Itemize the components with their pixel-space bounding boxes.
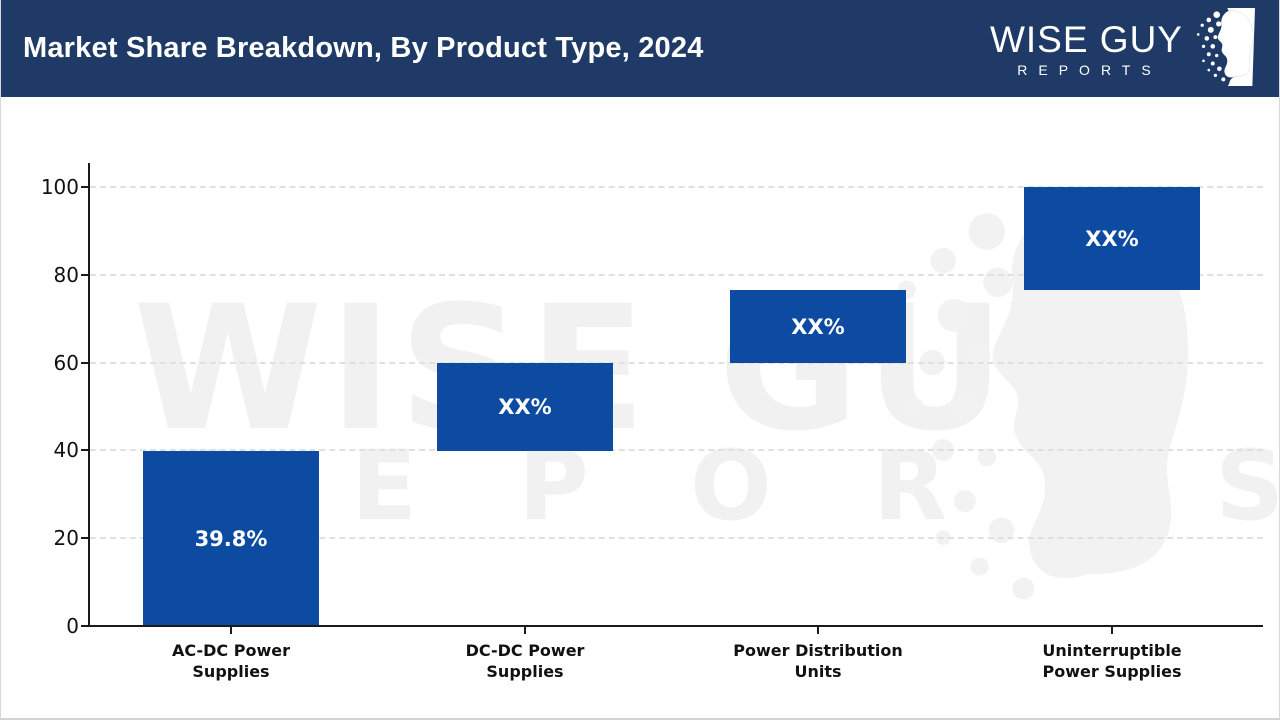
y-tick-mark-100 — [81, 185, 89, 188]
y-tick-mark-0 — [81, 625, 89, 627]
y-tick-label-20: 20 — [53, 526, 79, 551]
bar-3: XX% — [730, 290, 906, 363]
chart-title: Market Share Breakdown, By Product Type,… — [23, 32, 704, 64]
y-tick-label-80: 80 — [53, 262, 79, 287]
x-tick-mark-3 — [817, 627, 819, 634]
brand-subname: REPORTS — [1017, 61, 1162, 78]
brand-logo-text: WISE GUY REPORTS — [989, 18, 1183, 78]
y-tick-label-40: 40 — [53, 438, 79, 463]
gridline-y-40 — [90, 449, 1263, 452]
bar-value-label-2: XX% — [498, 395, 552, 420]
y-axis-line — [88, 163, 90, 626]
category-label-line: AC-DC Power — [172, 641, 290, 660]
y-tick-mark-40 — [81, 449, 89, 452]
category-label-3: Power Distribution Units — [698, 640, 938, 682]
brand-logo: WISE GUY REPORTS — [989, 7, 1279, 90]
gridline-y-60 — [90, 361, 1263, 364]
bar-2: XX% — [437, 363, 613, 452]
category-label-line: Supplies — [192, 662, 270, 681]
watermark-text-line1: WISE GUY — [133, 268, 1142, 469]
gridline-y-100 — [90, 185, 1263, 188]
y-tick-mark-80 — [81, 273, 89, 276]
category-label-line: DC-DC Power — [465, 641, 585, 660]
y-tick-mark-60 — [81, 361, 89, 364]
category-label-line: Power Supplies — [1042, 662, 1182, 681]
category-label-2: DC-DC Power Supplies — [405, 640, 645, 682]
category-label-line: Power Distribution — [733, 641, 903, 660]
x-tick-mark-4 — [1111, 627, 1113, 634]
x-axis-line — [88, 625, 1263, 627]
x-tick-mark-2 — [524, 627, 526, 634]
brand-name: WISE GUY — [989, 18, 1183, 60]
gridline-y-80 — [90, 273, 1263, 276]
y-tick-label-0: 0 — [66, 614, 79, 638]
bar-4: XX% — [1024, 186, 1200, 291]
bar-value-label-4: XX% — [1085, 226, 1139, 251]
gridline-y-20 — [90, 537, 1263, 540]
y-tick-mark-20 — [81, 537, 89, 540]
plot-area: 39.8% XX% XX% XX% — [90, 165, 1263, 626]
bar-value-label-1: 39.8% — [194, 526, 268, 551]
y-tick-label-60: 60 — [53, 350, 79, 375]
category-label-line: Uninterruptible — [1042, 641, 1182, 660]
header-bar: Market Share Breakdown, By Product Type,… — [1, 0, 1279, 97]
category-label-4: Uninterruptible Power Supplies — [992, 640, 1232, 682]
x-tick-mark-1 — [230, 627, 232, 634]
bar-value-label-3: XX% — [791, 314, 845, 339]
y-tick-label-100: 100 — [40, 174, 79, 199]
category-label-line: Supplies — [486, 662, 564, 681]
category-label-line: Units — [794, 662, 842, 681]
category-label-1: AC-DC Power Supplies — [111, 640, 351, 682]
bar-1: 39.8% — [143, 451, 319, 626]
dotted-face-profile-icon — [1189, 7, 1255, 90]
